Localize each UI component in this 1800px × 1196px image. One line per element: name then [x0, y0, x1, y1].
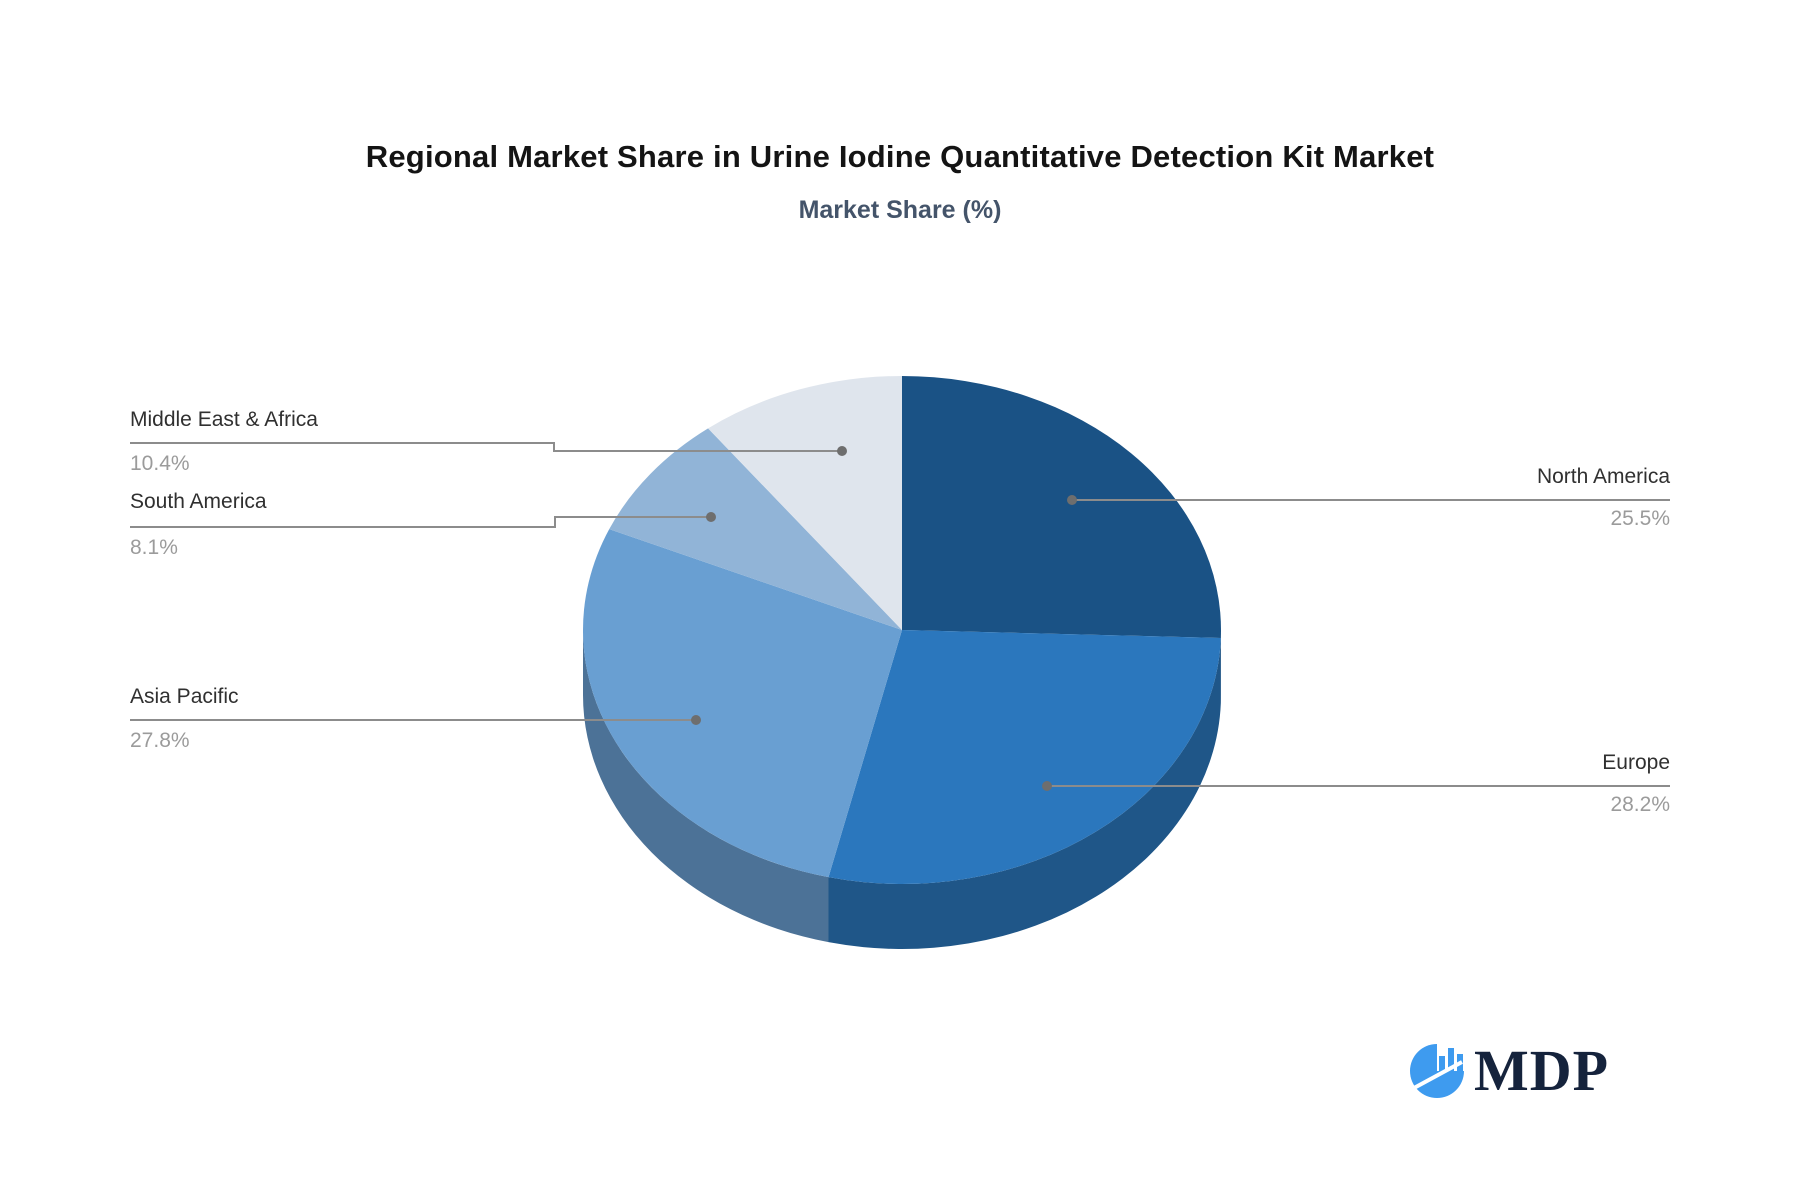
slice-label-north-america: North America	[1536, 465, 1670, 488]
slice-label-europe: Europe	[1602, 751, 1670, 774]
chart-title: Regional Market Share in Urine Iodine Qu…	[365, 139, 1435, 174]
mdp-logo-icon	[1410, 1042, 1466, 1098]
slice-pct-asia-pacific: 27.8%	[130, 729, 190, 752]
pie-rim-asia-pacific	[583, 630, 829, 943]
slice-pct-middle-east-africa: 10.4%	[130, 452, 190, 475]
pie-slice-south-america	[609, 428, 902, 630]
pie-slice-europe	[828, 630, 1221, 884]
slice-pct-north-america: 25.5%	[1610, 507, 1670, 530]
slice-label-south-america: South America	[130, 490, 267, 513]
pie-slice-middle-east-africa	[708, 376, 902, 630]
callout-line-south-america	[130, 516, 711, 528]
slice-label-middle-east-africa: Middle East & Africa	[130, 408, 318, 431]
slice-label-asia-pacific: Asia Pacific	[130, 685, 239, 708]
slice-pct-south-america: 8.1%	[130, 536, 178, 559]
callout-dot-north-america	[1067, 495, 1077, 505]
pie-slice-north-america	[902, 376, 1221, 638]
pie-slice-asia-pacific	[583, 529, 902, 878]
chart-subtitle: Market Share (%)	[798, 196, 1002, 224]
slice-pct-europe: 28.2%	[1610, 793, 1670, 816]
mdp-logo-text: MDP	[1474, 1038, 1610, 1103]
callout-dot-europe	[1042, 781, 1052, 791]
callout-dot-middle-east-africa	[837, 446, 847, 456]
pie-rim-europe	[828, 637, 1221, 949]
callout-dot-asia-pacific	[691, 715, 701, 725]
mdp-logo: MDP	[1410, 1038, 1609, 1104]
callout-line-middle-east-africa	[130, 442, 842, 452]
callout-dot-south-america	[706, 512, 716, 522]
